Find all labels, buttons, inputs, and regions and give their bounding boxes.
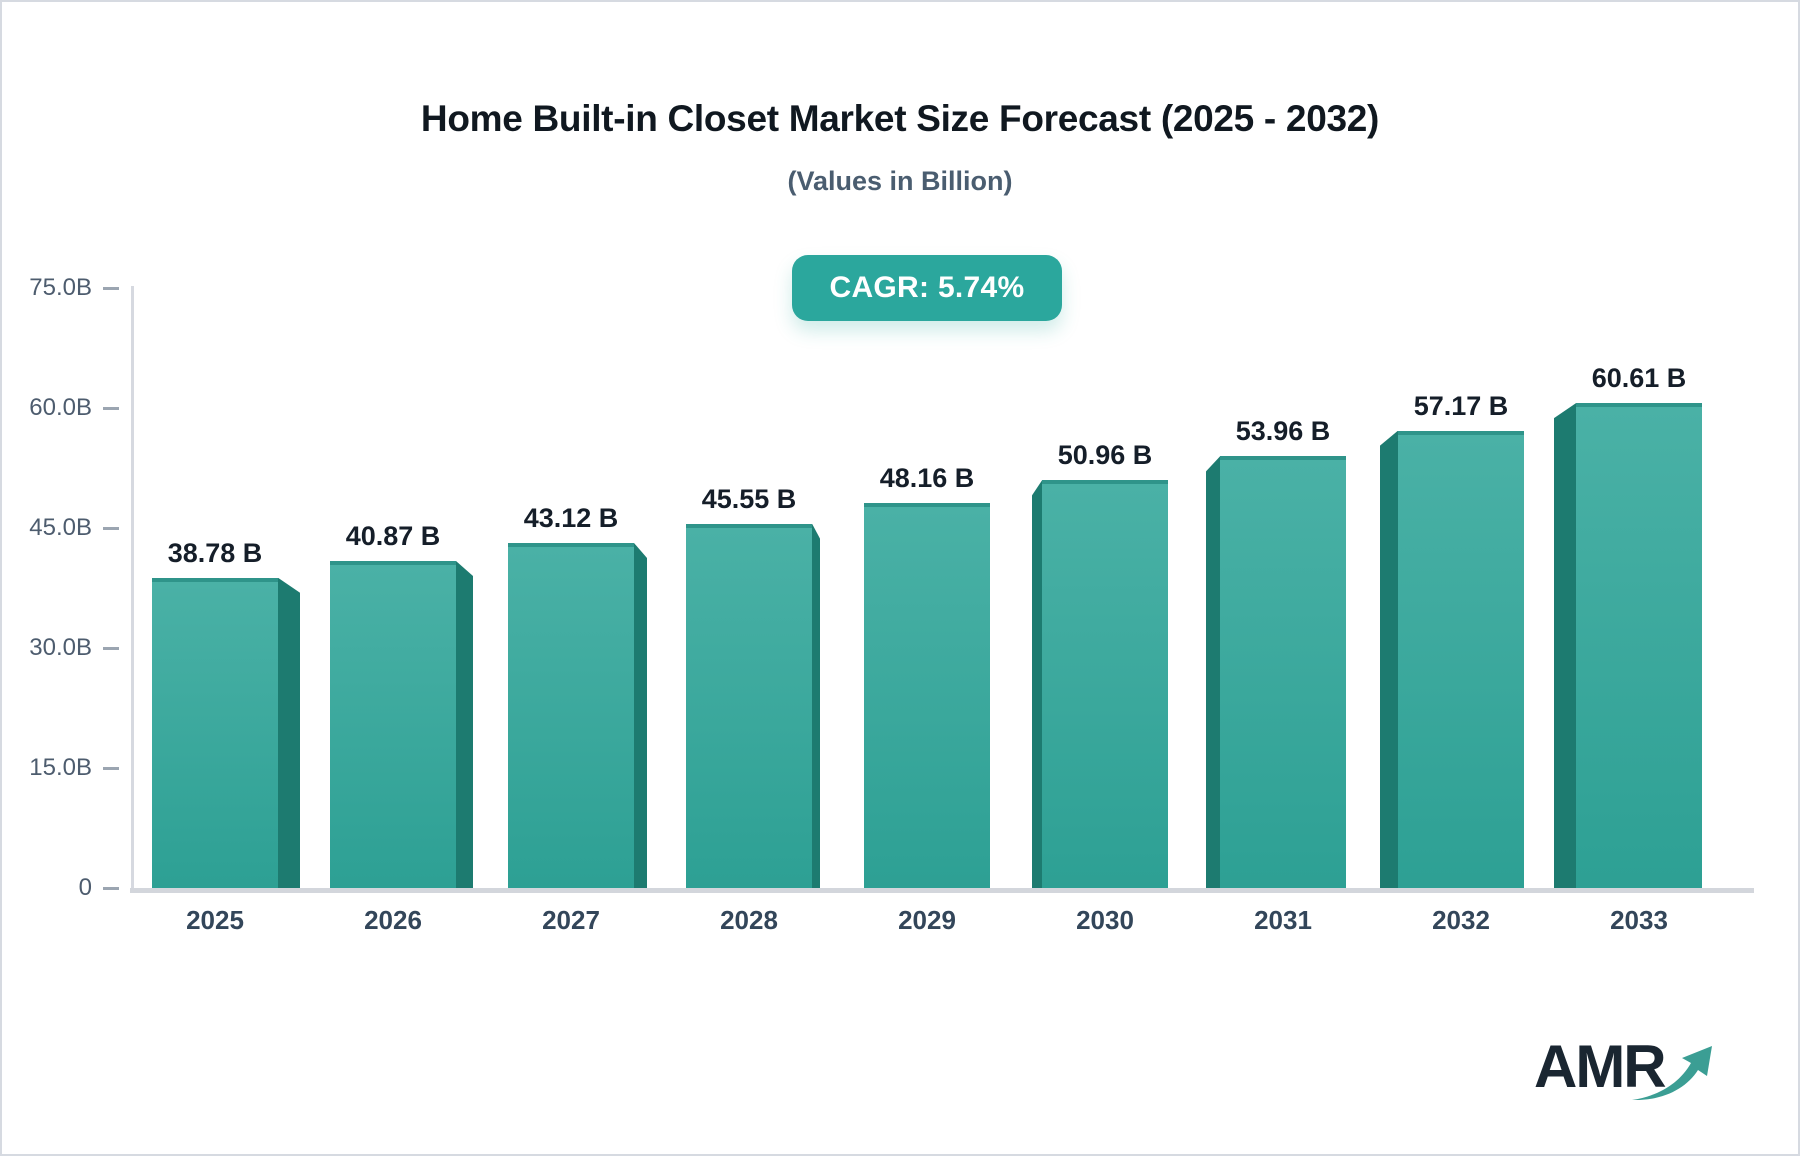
bar-side-3d [812, 523, 820, 888]
x-tick-label: 2028 [720, 905, 778, 935]
amr-logo: AMR [1534, 1032, 1784, 1112]
bar [864, 502, 990, 888]
bar-value-label: 40.87 B [345, 521, 441, 552]
amr-logo-text: AMR [1534, 1033, 1667, 1100]
bar-value-label: 60.61 B [1591, 363, 1687, 394]
x-axis-line [130, 888, 1754, 893]
bar-value-label: 38.78 B [167, 537, 263, 568]
bar-side-3d [456, 561, 473, 888]
y-tick-mark [103, 287, 119, 290]
x-tick-label: 2029 [898, 905, 956, 935]
growth-arrow-icon [1632, 1046, 1712, 1101]
x-tick-label: 2032 [1432, 905, 1490, 935]
chart-subtitle: (Values in Billion) [787, 166, 1013, 196]
bar [508, 543, 634, 888]
bar-side-3d [1032, 480, 1042, 888]
x-tick-label: 2025 [186, 905, 244, 935]
y-tick-mark [103, 407, 119, 410]
bar-side-3d [278, 577, 300, 888]
y-tick-label: 75.0B [29, 274, 92, 301]
x-tick-label: 2026 [364, 905, 422, 935]
bar [1042, 480, 1168, 888]
y-tick-label: 0 [78, 874, 92, 901]
y-tick-label: 45.0B [29, 514, 92, 541]
bar-value-label: 57.17 B [1413, 390, 1509, 421]
y-tick-mark [103, 887, 119, 890]
chart-title: Home Built-in Closet Market Size Forecas… [420, 98, 1380, 139]
y-tick-label: 30.0B [29, 634, 92, 661]
bar-value-label: 43.12 B [523, 503, 619, 534]
bar-side-3d [1380, 430, 1398, 888]
x-tick-label: 2027 [542, 905, 600, 935]
y-tick-label: 60.0B [29, 394, 92, 421]
y-tick-mark [103, 767, 119, 770]
bar [1220, 456, 1346, 888]
bar [330, 561, 456, 888]
bar-value-label: 50.96 B [1057, 440, 1153, 471]
cagr-badge: CAGR: 5.74% [792, 255, 1062, 321]
x-tick-label: 2033 [1610, 905, 1668, 935]
x-tick-label: 2031 [1254, 905, 1312, 935]
y-tick-label: 15.0B [29, 754, 92, 781]
bar [686, 523, 812, 888]
bar [1398, 430, 1524, 888]
y-tick-mark [103, 647, 119, 650]
bar-value-label: 53.96 B [1235, 416, 1331, 447]
bar [152, 577, 278, 888]
bar-side-3d [1206, 456, 1220, 888]
bar-value-label: 45.55 B [701, 483, 797, 514]
bar-side-3d [634, 543, 647, 888]
y-tick-mark [103, 527, 119, 530]
bar-side-3d [1554, 403, 1576, 888]
y-axis-line [131, 286, 134, 891]
bar-value-label: 48.16 B [879, 462, 975, 493]
x-tick-label: 2030 [1076, 905, 1134, 935]
bar [1576, 403, 1702, 888]
